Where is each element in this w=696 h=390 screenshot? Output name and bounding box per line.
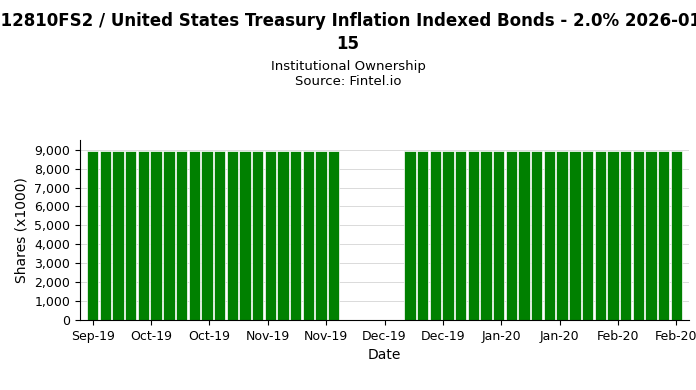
Bar: [417, 151, 428, 320]
Bar: [163, 151, 175, 320]
Bar: [506, 151, 517, 320]
Bar: [671, 151, 682, 320]
Bar: [176, 151, 187, 320]
Bar: [442, 151, 454, 320]
Bar: [594, 151, 606, 320]
Bar: [582, 151, 593, 320]
Bar: [645, 151, 657, 320]
Bar: [633, 151, 644, 320]
Bar: [607, 151, 619, 320]
Bar: [125, 151, 136, 320]
Bar: [315, 151, 327, 320]
Bar: [214, 151, 226, 320]
Bar: [468, 151, 479, 320]
Bar: [620, 151, 631, 320]
Bar: [112, 151, 124, 320]
Text: Institutional Ownership
Source: Fintel.io: Institutional Ownership Source: Fintel.i…: [271, 60, 425, 89]
Bar: [201, 151, 212, 320]
Bar: [87, 151, 98, 320]
Bar: [303, 151, 314, 320]
Bar: [493, 151, 505, 320]
Bar: [150, 151, 162, 320]
Bar: [658, 151, 670, 320]
Bar: [544, 151, 555, 320]
Bar: [264, 151, 276, 320]
Bar: [189, 151, 200, 320]
Y-axis label: Shares (x1000): Shares (x1000): [15, 177, 29, 283]
Text: 912810FS2 / United States Treasury Inflation Indexed Bonds - 2.0% 2026-01-: 912810FS2 / United States Treasury Infla…: [0, 12, 696, 30]
Bar: [100, 151, 111, 320]
Bar: [239, 151, 251, 320]
Bar: [480, 151, 492, 320]
Bar: [569, 151, 580, 320]
Bar: [557, 151, 568, 320]
Bar: [328, 151, 340, 320]
Text: 15: 15: [336, 35, 360, 53]
Bar: [455, 151, 466, 320]
Bar: [429, 151, 441, 320]
Bar: [227, 151, 238, 320]
Bar: [290, 151, 301, 320]
Bar: [404, 151, 416, 320]
Bar: [277, 151, 289, 320]
Bar: [519, 151, 530, 320]
Bar: [138, 151, 149, 320]
Bar: [252, 151, 263, 320]
Bar: [531, 151, 542, 320]
X-axis label: Date: Date: [368, 348, 401, 362]
